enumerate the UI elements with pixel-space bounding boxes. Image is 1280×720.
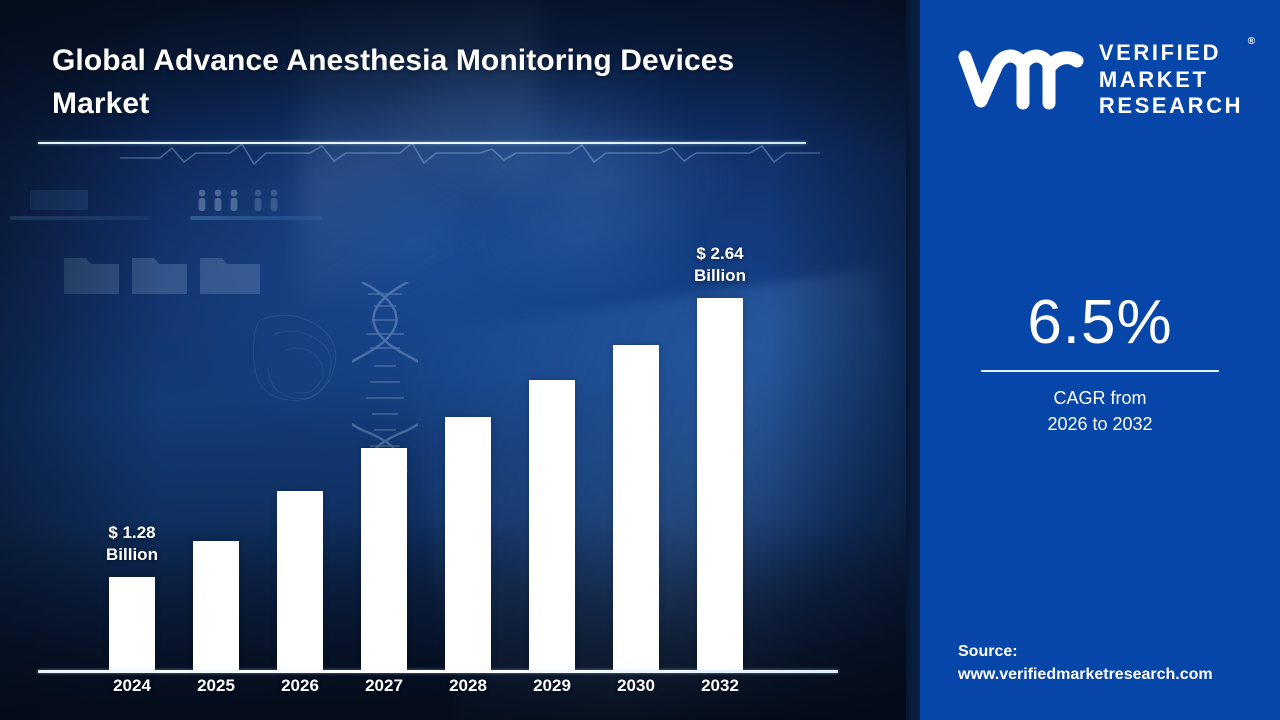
bar-value-unit: Billion (694, 265, 746, 285)
source-url[interactable]: www.verifiedmarketresearch.com (958, 666, 1213, 684)
cagr-divider (981, 370, 1219, 372)
x-tick-2025: 2025 (197, 676, 235, 695)
x-tick-2026: 2026 (281, 676, 319, 695)
cagr-caption-line-2: 2026 to 2032 (1047, 413, 1153, 434)
brand-name-line-1: VERIFIED (1098, 39, 1222, 65)
bar-2030 (613, 345, 659, 672)
cagr-value: 6.5% (1027, 288, 1173, 357)
vmr-logo-icon (958, 49, 1084, 110)
registered-trademark-icon: ® (1247, 35, 1256, 47)
chart-panel: Global Advance Anesthesia Monitoring Dev… (0, 0, 912, 720)
brand-name-line-3: RESEARCH (1098, 93, 1244, 119)
brand-name: VERIFIED MARKET RESEARCH ® (1098, 36, 1255, 120)
bar-2029 (529, 380, 575, 672)
brand-panel: VERIFIED MARKET RESEARCH ® 6.5% CAGR fro… (920, 0, 1280, 720)
bar-2024 (109, 577, 155, 672)
bar-2028 (445, 417, 491, 672)
cagr-block: 6.5% CAGR from 2026 to 2032 (920, 292, 1280, 437)
bar-value-unit: Billion (106, 544, 158, 564)
x-tick-2032: 2032 (701, 676, 739, 695)
bar-value-label-2032: $ 2.64 Billion (660, 243, 780, 287)
source-label: Source: (958, 643, 1018, 660)
bar-2027 (361, 448, 407, 672)
bar-2032 (697, 298, 743, 672)
source-block: Source: www.verifiedmarketresearch.com (958, 640, 1258, 687)
cagr-caption: CAGR from 2026 to 2032 (920, 386, 1280, 437)
bar-value-amount: $ 2.64 (696, 244, 744, 263)
x-tick-2029: 2029 (533, 676, 571, 695)
bar-2026 (277, 491, 323, 672)
title-divider (38, 142, 806, 144)
page-title: Global Advance Anesthesia Monitoring Dev… (52, 44, 735, 120)
x-tick-2028: 2028 (449, 676, 487, 695)
x-tick-2024: 2024 (113, 676, 151, 695)
x-axis-line (38, 670, 838, 673)
bar-value-amount: $ 1.28 (108, 523, 156, 542)
bar-value-label-2024: $ 1.28 Billion (72, 522, 192, 566)
x-tick-2030: 2030 (617, 676, 655, 695)
x-tick-2027: 2027 (365, 676, 403, 695)
bar-2025 (193, 541, 239, 672)
brand-logo: VERIFIED MARKET RESEARCH ® (920, 28, 1280, 132)
cagr-caption-line-1: CAGR from (1053, 388, 1147, 408)
brand-name-line-2: MARKET (1098, 66, 1209, 92)
title-block: Global Advance Anesthesia Monitoring Dev… (52, 40, 812, 125)
